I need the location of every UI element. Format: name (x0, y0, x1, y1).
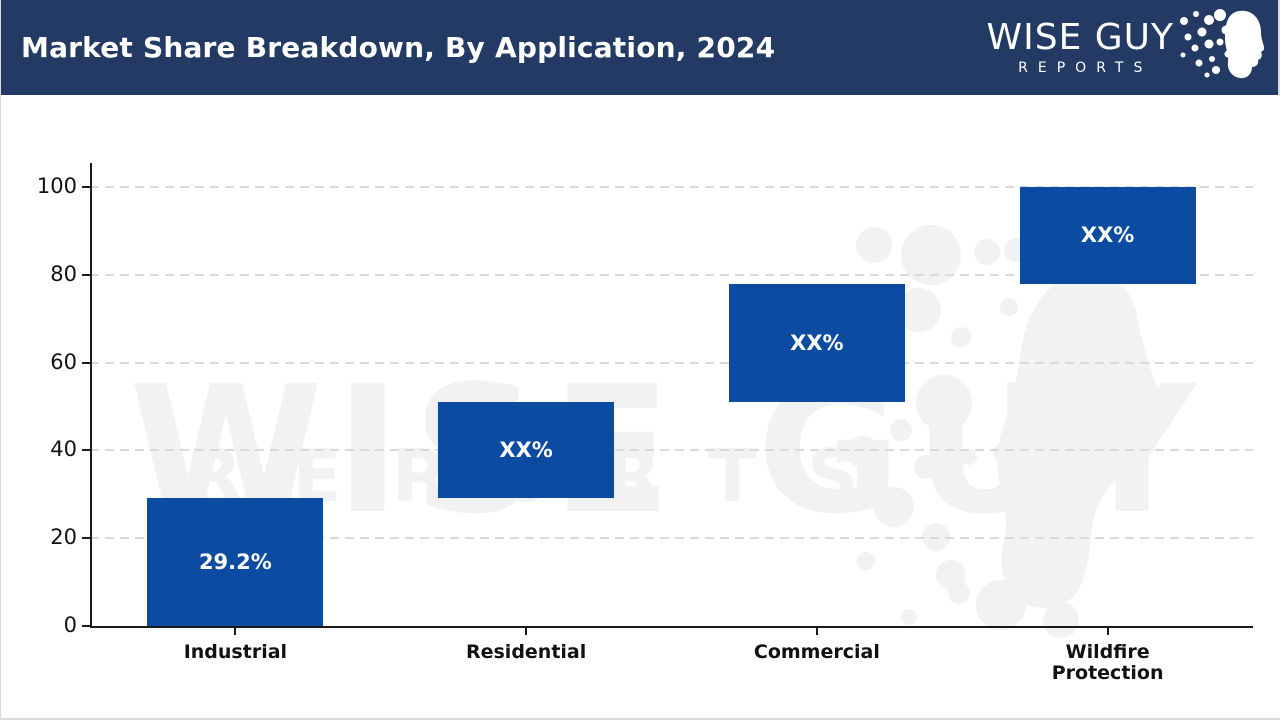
y-tick-label: 100 (36, 174, 77, 198)
y-tick-60 (82, 361, 90, 364)
y-axis-line (90, 163, 92, 628)
x-axis-line (90, 626, 1253, 628)
y-tick-label: 20 (50, 525, 77, 550)
y-tick-label: 60 (50, 349, 77, 374)
x-tick-0 (234, 628, 237, 635)
y-tick-80 (82, 273, 90, 276)
bar-residential: XX% (438, 401, 615, 498)
bar-value-label: XX% (499, 437, 553, 462)
y-tick-20 (82, 537, 90, 540)
bar-value-label: XX% (790, 330, 844, 355)
brand-subname: REPORTS (1018, 60, 1153, 76)
brand-logo-text: WISE GUY REPORTS (986, 17, 1175, 76)
x-tick-label: Wildfire Protection (1051, 641, 1164, 684)
brand-name: WISE GUY (986, 17, 1174, 58)
gridline-100 (90, 186, 1253, 188)
brand-face-icon (1180, 8, 1264, 78)
y-tick-0 (82, 625, 90, 627)
waterfall-chart: WISE GUY REPORTS 02040608010029.2%Indust… (1, 95, 1280, 718)
y-tick-100 (82, 186, 90, 188)
bar-industrial: 29.2% (147, 497, 324, 626)
y-tick-label: 40 (50, 437, 77, 462)
gridline-20 (90, 537, 1253, 540)
chart-title: Market Share Breakdown, By Application, … (21, 31, 776, 64)
x-tick-1 (525, 628, 528, 635)
x-tick-2 (815, 628, 818, 635)
bar-value-label: 29.2% (198, 549, 272, 574)
header-bar: Market Share Breakdown, By Application, … (1, 0, 1278, 95)
x-tick-label: Commercial (753, 641, 880, 663)
y-tick-label: 80 (50, 261, 77, 286)
y-tick-label: 0 (63, 613, 77, 637)
watermark-face-icon (847, 225, 1164, 638)
gridline-80 (90, 273, 1253, 276)
gridline-60 (90, 361, 1253, 364)
x-tick-3 (1106, 628, 1109, 635)
x-tick-label: Residential (465, 641, 587, 663)
brand-logo: WISE GUY REPORTS (986, 7, 1264, 89)
bar-commercial: XX% (728, 283, 905, 402)
x-tick-label: Industrial (183, 641, 288, 663)
bar-wildfire-protection: XX% (1019, 187, 1196, 284)
bar-value-label: XX% (1080, 223, 1135, 248)
gridline-40 (90, 449, 1253, 452)
y-tick-40 (82, 449, 90, 452)
